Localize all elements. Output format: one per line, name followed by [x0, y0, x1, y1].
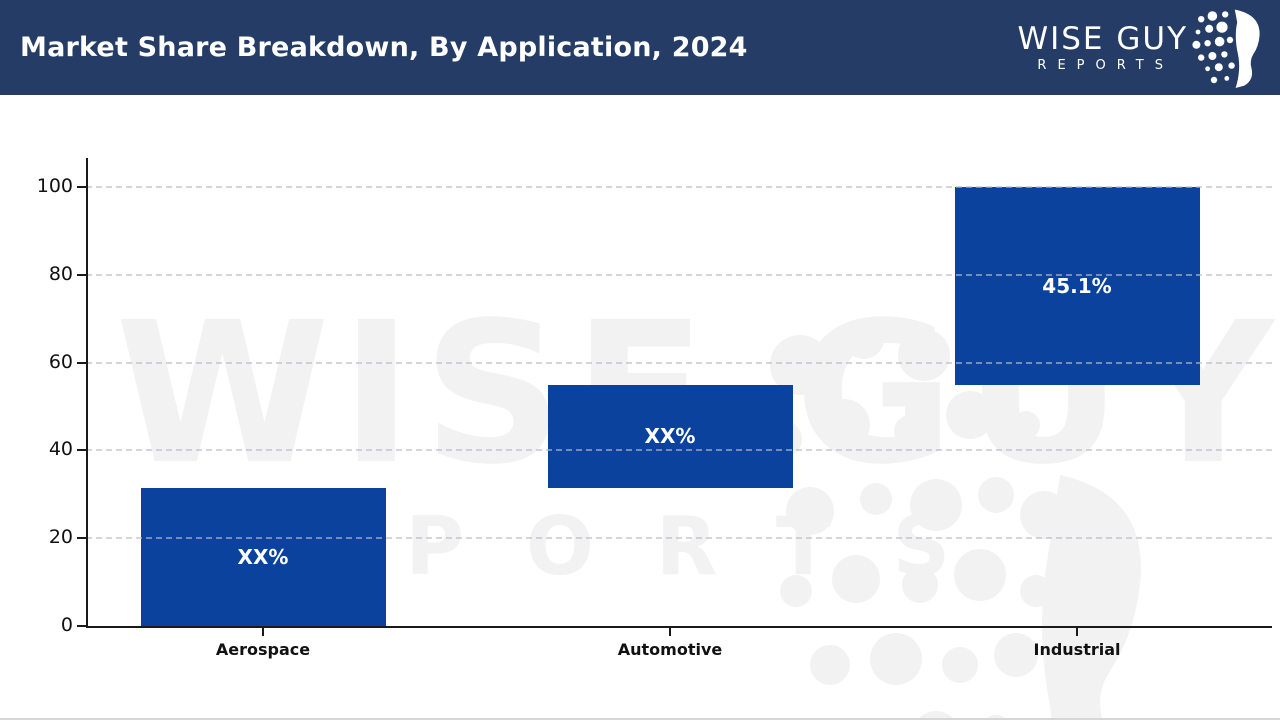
x-tick-industrial	[1076, 628, 1078, 636]
x-axis-label-industrial: Industrial	[1033, 640, 1121, 659]
y-axis-spine	[86, 158, 88, 628]
y-tick-40	[77, 449, 86, 452]
y-tick-label-100: 100	[36, 175, 73, 197]
brand-logo: WISE GUY REPORTS	[1017, 7, 1262, 89]
y-tick-label-40: 40	[48, 438, 73, 461]
bar-aerospace: XX%	[140, 487, 386, 626]
y-tick-60	[77, 361, 86, 364]
gridline-20	[86, 537, 1272, 540]
gridline-100	[86, 186, 1272, 188]
header-bar: Market Share Breakdown, By Application, …	[0, 0, 1280, 95]
bar-value-label: 45.1%	[1042, 273, 1112, 298]
x-tick-automotive	[669, 628, 671, 636]
y-tick-label-80: 80	[48, 262, 73, 285]
bar-automotive: XX%	[547, 384, 793, 488]
gridline-40	[86, 449, 1272, 452]
bar-value-label: XX%	[644, 424, 696, 449]
y-tick-label-0: 0	[60, 614, 73, 636]
bar-value-label: XX%	[237, 544, 289, 569]
gridline-60	[86, 361, 1272, 364]
y-tick-100	[77, 186, 86, 188]
brand-face-dots-icon	[1192, 9, 1260, 88]
x-axis-label-aerospace: Aerospace	[215, 640, 311, 659]
y-tick-80	[77, 273, 86, 276]
x-axis-spine	[86, 626, 1272, 628]
bar-industrial: 45.1%	[954, 187, 1200, 385]
x-tick-aerospace	[262, 628, 264, 636]
y-tick-label-20: 20	[48, 526, 73, 549]
page-title: Market Share Breakdown, By Application, …	[20, 32, 748, 63]
brand-name: WISE GUY	[1017, 21, 1188, 58]
y-tick-label-60: 60	[48, 350, 73, 373]
gridline-80	[86, 273, 1272, 276]
x-axis-label-automotive: Automotive	[617, 640, 723, 659]
y-tick-0	[77, 625, 86, 627]
brand-logo-text: WISE GUY REPORTS	[1017, 23, 1188, 72]
brand-subtitle: REPORTS	[1037, 57, 1175, 73]
y-tick-20	[77, 537, 86, 540]
